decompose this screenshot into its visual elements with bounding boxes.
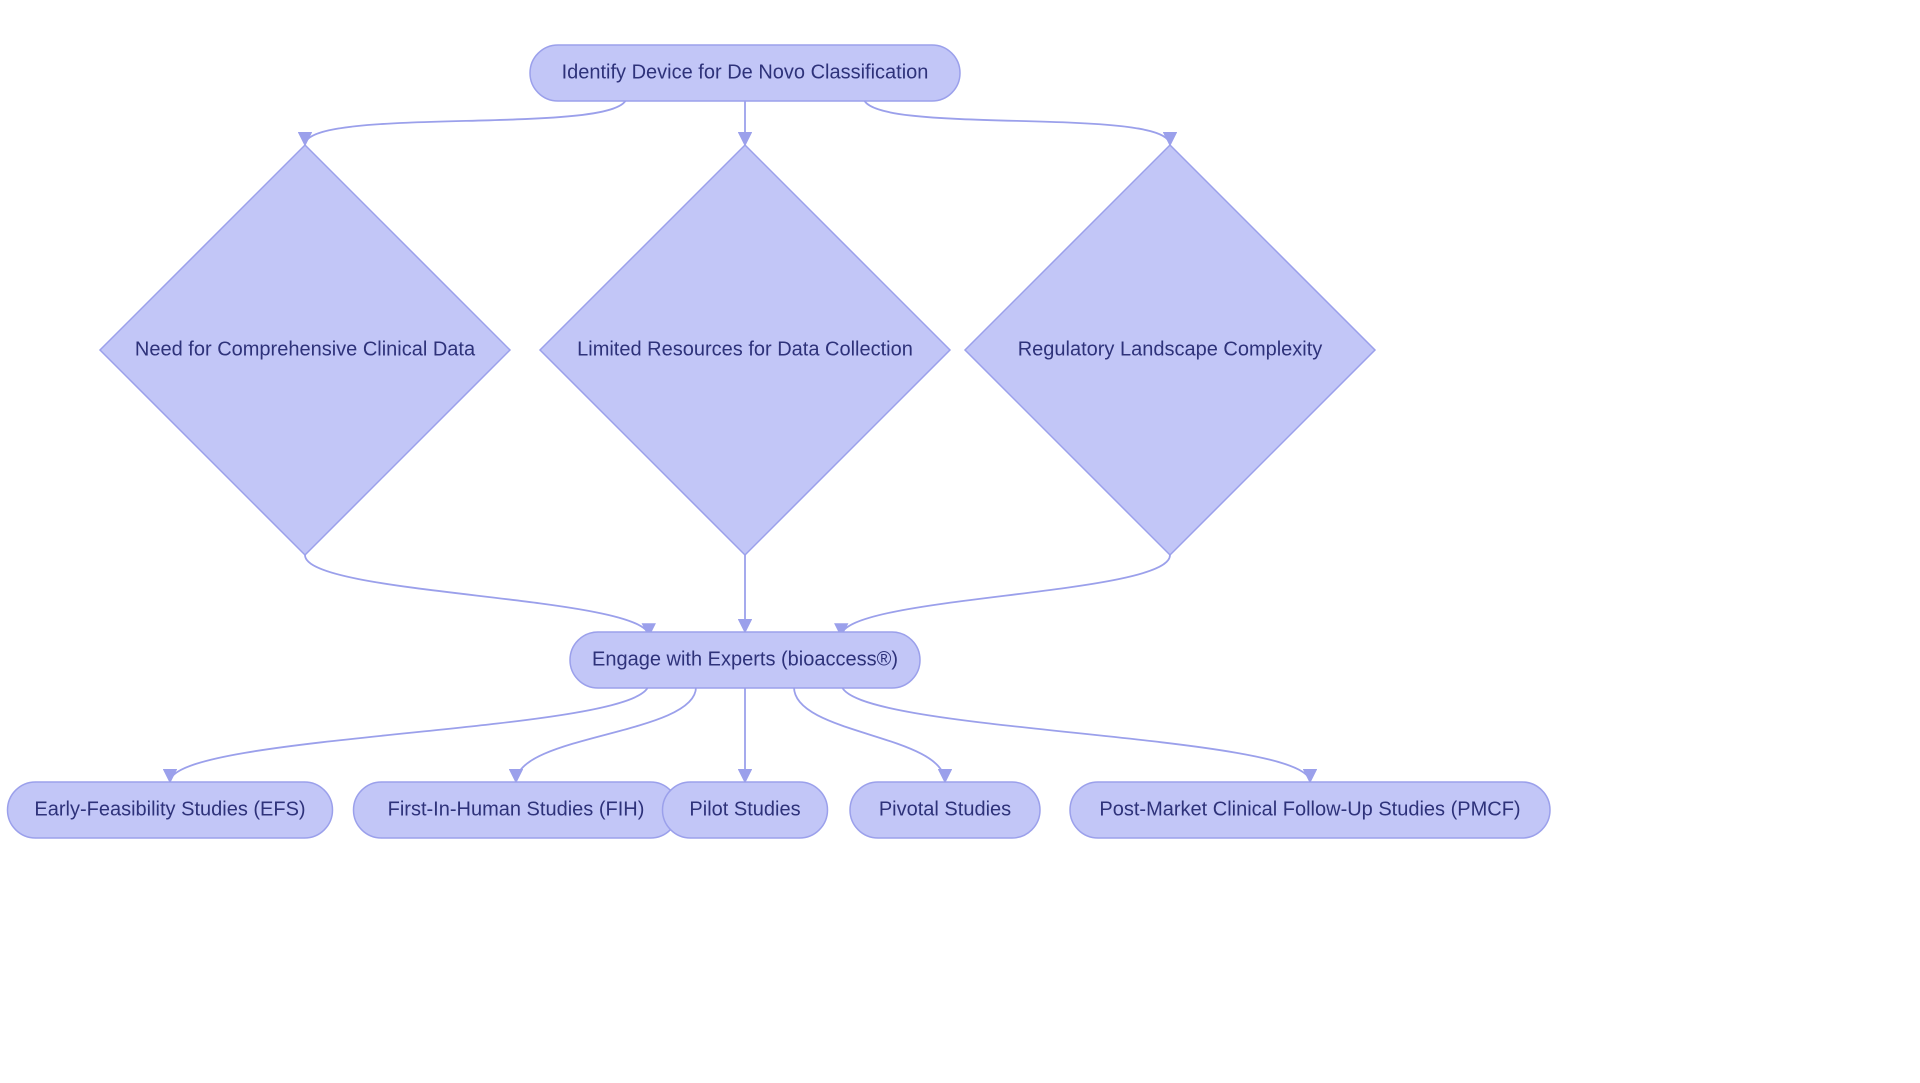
node-efs: Early-Feasibility Studies (EFS) — [8, 782, 333, 838]
node-limited: Limited Resources for Data Collection — [540, 145, 950, 555]
node-fih: First-In-Human Studies (FIH) — [354, 782, 679, 838]
edge-engage-to-pivotal — [794, 687, 945, 782]
edge-engage-to-efs — [170, 684, 649, 782]
node-label-pmcf: Post-Market Clinical Follow-Up Studies (… — [1099, 798, 1520, 820]
node-label-efs: Early-Feasibility Studies (EFS) — [34, 798, 305, 820]
node-regulatory: Regulatory Landscape Complexity — [965, 145, 1375, 555]
node-pivotal: Pivotal Studies — [850, 782, 1040, 838]
edge-regulatory-to-engage — [841, 555, 1170, 636]
node-pilot: Pilot Studies — [663, 782, 828, 838]
node-label-regulatory: Regulatory Landscape Complexity — [1018, 338, 1323, 360]
edge-need-to-engage — [305, 555, 649, 636]
edge-engage-to-pmcf — [841, 684, 1310, 782]
node-label-limited: Limited Resources for Data Collection — [577, 338, 913, 360]
nodes-layer: Identify Device for De Novo Classificati… — [8, 45, 1551, 838]
edge-identify-to-regulatory — [863, 97, 1170, 145]
node-label-need: Need for Comprehensive Clinical Data — [135, 338, 476, 360]
node-pmcf: Post-Market Clinical Follow-Up Studies (… — [1070, 782, 1550, 838]
node-label-pilot: Pilot Studies — [689, 798, 800, 820]
node-identify: Identify Device for De Novo Classificati… — [530, 45, 960, 101]
node-need: Need for Comprehensive Clinical Data — [100, 145, 510, 555]
node-label-engage: Engage with Experts (bioaccess®) — [592, 648, 898, 670]
flowchart-canvas: Identify Device for De Novo Classificati… — [0, 0, 1920, 1083]
edge-identify-to-need — [305, 97, 627, 145]
node-label-fih: First-In-Human Studies (FIH) — [388, 798, 645, 820]
node-engage: Engage with Experts (bioaccess®) — [570, 632, 920, 688]
edge-engage-to-fih — [516, 687, 696, 782]
node-label-pivotal: Pivotal Studies — [879, 798, 1011, 820]
node-label-identify: Identify Device for De Novo Classificati… — [562, 61, 929, 83]
